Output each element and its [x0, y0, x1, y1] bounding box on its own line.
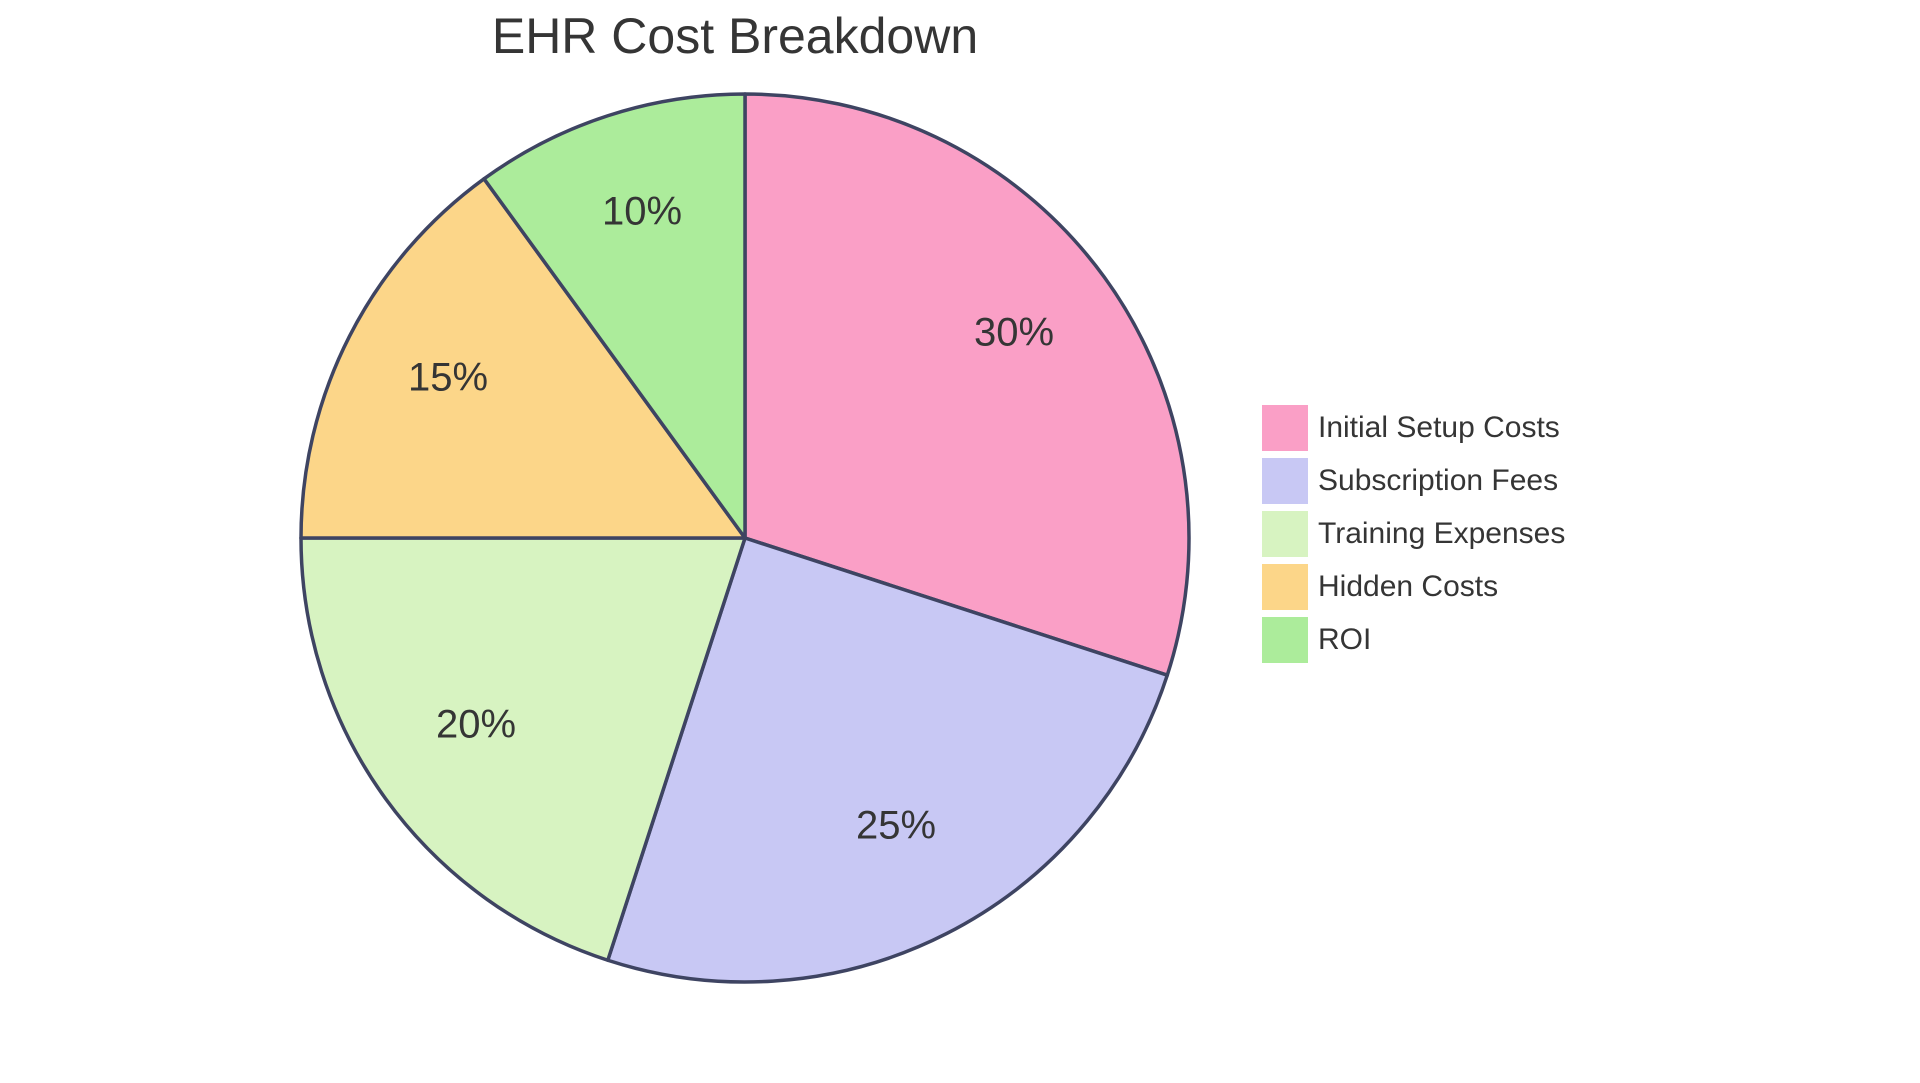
legend-item-training-expenses: Training Expenses — [1262, 511, 1565, 557]
pct-label-training-expenses: 20% — [435, 702, 517, 747]
legend-item-subscription-fees: Subscription Fees — [1262, 458, 1565, 504]
legend-label-hidden-costs: Hidden Costs — [1318, 570, 1499, 603]
legend-swatch-initial-setup-costs — [1262, 405, 1308, 451]
legend-swatch-hidden-costs — [1262, 564, 1308, 610]
chart-title: EHR Cost Breakdown — [491, 8, 979, 64]
pct-label-initial-setup-costs: 30% — [973, 310, 1055, 355]
legend-item-roi: ROI — [1262, 617, 1565, 663]
legend-label-roi: ROI — [1318, 623, 1372, 656]
pct-label-subscription-fees: 25% — [855, 803, 937, 848]
legend-label-subscription-fees: Subscription Fees — [1318, 464, 1559, 497]
pie-slice-roi — [482, 92, 747, 540]
legend-swatch-training-expenses — [1262, 511, 1308, 557]
pie-slice-subscription-fees — [606, 536, 1170, 984]
legend-swatch-roi — [1262, 617, 1308, 663]
pie-slice-initial-setup-costs — [743, 92, 1191, 677]
legend-item-hidden-costs: Hidden Costs — [1262, 564, 1565, 610]
pie-slice-training-expenses — [299, 536, 747, 963]
pct-label-roi: 10% — [601, 189, 683, 234]
legend-label-initial-setup-costs: Initial Setup Costs — [1318, 411, 1560, 444]
pie-slice-hidden-costs — [299, 177, 747, 540]
legend-label-training-expenses: Training Expenses — [1318, 517, 1566, 550]
legend: Initial Setup Costs Subscription Fees Trai… — [1262, 405, 1565, 663]
legend-item-initial-setup-costs: Initial Setup Costs — [1262, 405, 1565, 451]
legend-swatch-subscription-fees — [1262, 458, 1308, 504]
pct-label-hidden-costs: 15% — [407, 355, 489, 400]
